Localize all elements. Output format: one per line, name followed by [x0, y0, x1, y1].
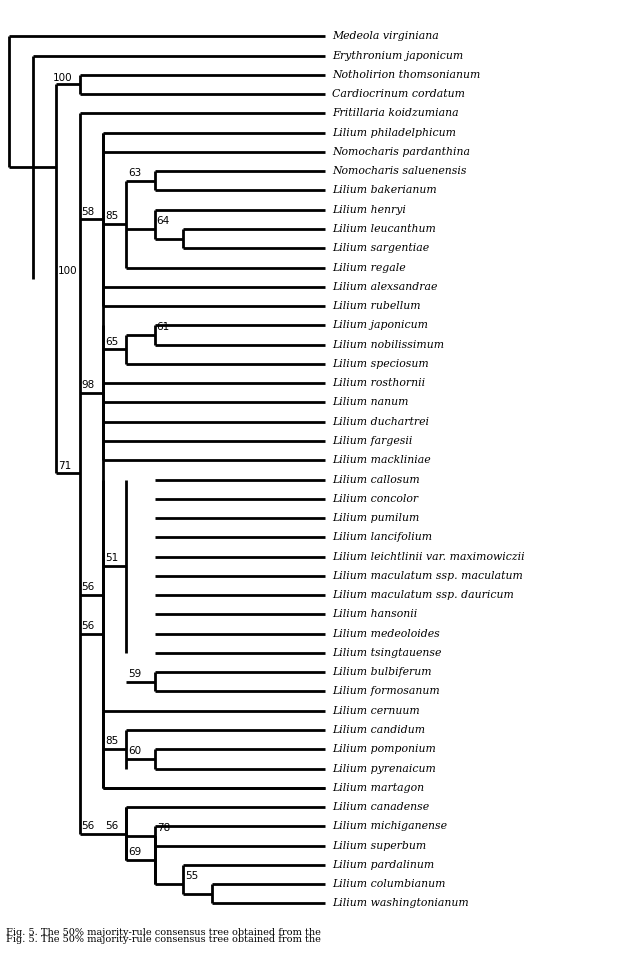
Text: Lilium henryi: Lilium henryi	[332, 205, 406, 215]
Text: Lilium washingtonianum: Lilium washingtonianum	[332, 899, 468, 908]
Text: 61: 61	[157, 322, 170, 332]
Text: Nomocharis saluenensis: Nomocharis saluenensis	[332, 166, 466, 176]
Text: Lilium maculatum ssp. dauricum: Lilium maculatum ssp. dauricum	[332, 590, 514, 600]
Text: Erythronium japonicum: Erythronium japonicum	[332, 51, 463, 60]
Text: Lilium rosthornii: Lilium rosthornii	[332, 379, 425, 388]
Text: 100: 100	[58, 266, 78, 276]
Text: 56: 56	[82, 582, 95, 593]
Text: Lilium hansonii: Lilium hansonii	[332, 609, 417, 619]
Text: Fig. 5. The 50% majority-rule consensus tree obtained from the: Fig. 5. The 50% majority-rule consensus …	[6, 935, 321, 944]
Text: Lilium pardalinum: Lilium pardalinum	[332, 859, 434, 870]
Text: Lilium mackliniae: Lilium mackliniae	[332, 455, 430, 466]
Text: 69: 69	[128, 847, 142, 858]
Text: Lilium speciosum: Lilium speciosum	[332, 358, 428, 369]
Text: Fritillaria koidzumiana: Fritillaria koidzumiana	[332, 108, 458, 119]
Text: Medeola virginiana: Medeola virginiana	[332, 32, 439, 41]
Text: Lilium formosanum: Lilium formosanum	[332, 686, 439, 697]
Text: Lilium rubellum: Lilium rubellum	[332, 301, 420, 311]
Text: Cardiocrinum cordatum: Cardiocrinum cordatum	[332, 89, 465, 99]
Text: Lilium regale: Lilium regale	[332, 263, 405, 272]
Text: Lilium bakerianum: Lilium bakerianum	[332, 185, 437, 195]
Text: Lilium bulbiferum: Lilium bulbiferum	[332, 667, 432, 677]
Text: Lilium callosum: Lilium callosum	[332, 474, 420, 485]
Text: Lilium alexsandrae: Lilium alexsandrae	[332, 282, 437, 292]
Text: 63: 63	[128, 168, 142, 178]
Text: 64: 64	[157, 216, 170, 227]
Text: Lilium japonicum: Lilium japonicum	[332, 320, 428, 331]
Text: 58: 58	[82, 206, 95, 216]
Text: 51: 51	[105, 554, 118, 563]
Text: Nomocharis pardanthina: Nomocharis pardanthina	[332, 147, 470, 157]
Text: 56: 56	[82, 820, 95, 831]
Text: Lilium lancifolium: Lilium lancifolium	[332, 532, 432, 542]
Text: 55: 55	[185, 871, 198, 881]
Text: Lilium nobilissimum: Lilium nobilissimum	[332, 339, 444, 350]
Text: Lilium sargentiae: Lilium sargentiae	[332, 243, 429, 253]
Text: Lilium canadense: Lilium canadense	[332, 802, 429, 812]
Text: Lilium tsingtauense: Lilium tsingtauense	[332, 648, 441, 658]
Text: Lilium martagon: Lilium martagon	[332, 783, 424, 793]
Text: Lilium superbum: Lilium superbum	[332, 840, 426, 851]
Text: 56: 56	[105, 820, 118, 831]
Text: 56: 56	[82, 620, 95, 631]
Text: Lilium duchartrei: Lilium duchartrei	[332, 417, 428, 426]
Text: Lilium columbianum: Lilium columbianum	[332, 880, 446, 889]
Text: 85: 85	[105, 736, 118, 747]
Text: Fig. 5. The 50% majority-rule consensus tree obtained from the: Fig. 5. The 50% majority-rule consensus …	[6, 927, 321, 937]
Text: Lilium pyrenaicum: Lilium pyrenaicum	[332, 764, 435, 773]
Text: Lilium leichtlinii var. maximowiczii: Lilium leichtlinii var. maximowiczii	[332, 552, 525, 561]
Text: 100: 100	[53, 73, 73, 82]
Text: Lilium michiganense: Lilium michiganense	[332, 821, 447, 832]
Text: Lilium pomponium: Lilium pomponium	[332, 745, 435, 754]
Text: Lilium candidum: Lilium candidum	[332, 725, 425, 735]
Text: 78: 78	[157, 823, 170, 833]
Text: Lilium leucanthum: Lilium leucanthum	[332, 224, 435, 234]
Text: Notholirion thomsonianum: Notholirion thomsonianum	[332, 70, 480, 80]
Text: 71: 71	[58, 461, 71, 470]
Text: Lilium medeoloides: Lilium medeoloides	[332, 629, 439, 639]
Text: Lilium cernuum: Lilium cernuum	[332, 706, 420, 716]
Text: 85: 85	[105, 211, 118, 222]
Text: Lilium fargesii: Lilium fargesii	[332, 436, 412, 445]
Text: Lilium maculatum ssp. maculatum: Lilium maculatum ssp. maculatum	[332, 571, 523, 581]
Text: 59: 59	[128, 669, 142, 679]
Text: 98: 98	[82, 380, 95, 390]
Text: 65: 65	[105, 337, 118, 347]
Text: Lilium concolor: Lilium concolor	[332, 494, 418, 504]
Text: Lilium nanum: Lilium nanum	[332, 398, 408, 407]
Text: 60: 60	[128, 746, 142, 756]
Text: Lilium philadelphicum: Lilium philadelphicum	[332, 128, 456, 138]
Text: Lilium pumilum: Lilium pumilum	[332, 513, 419, 523]
